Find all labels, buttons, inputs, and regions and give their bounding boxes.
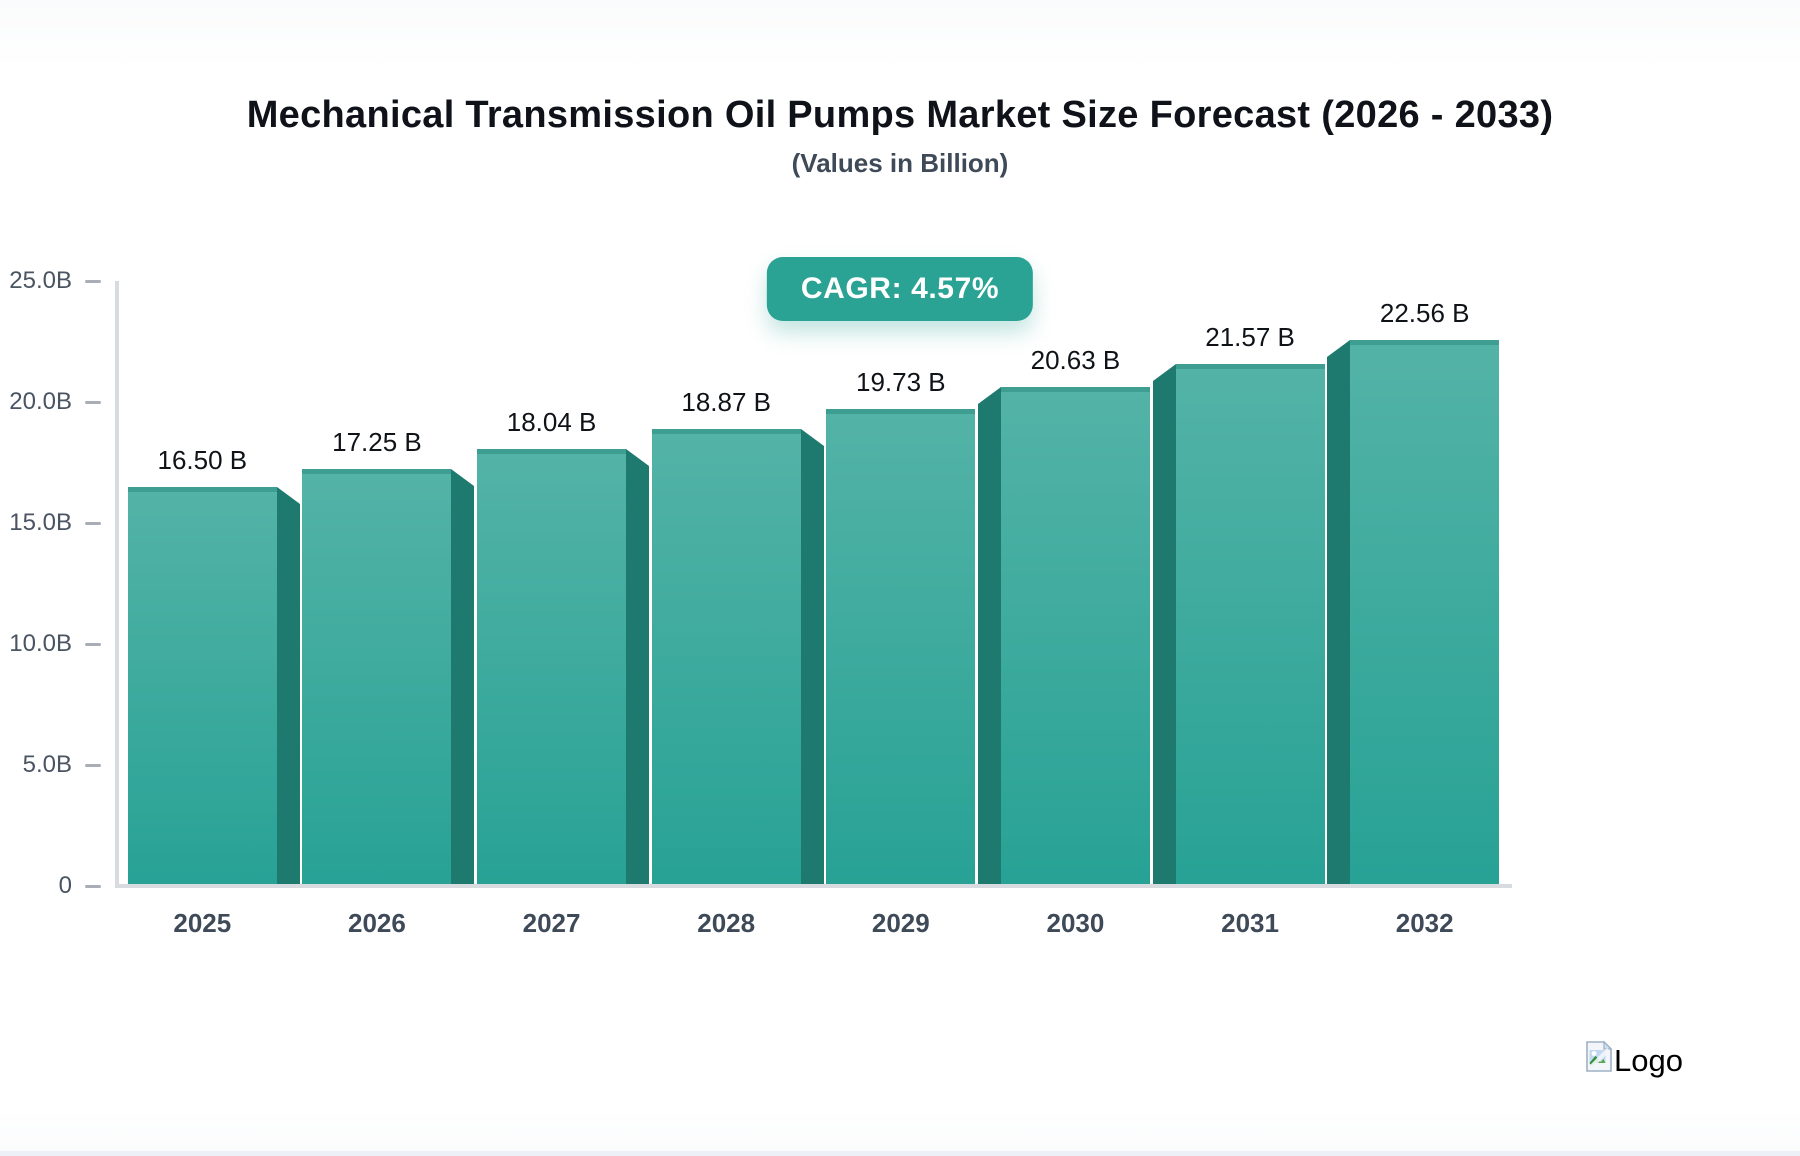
- y-axis-tick-mark: [85, 279, 101, 283]
- bar-2030: [977, 387, 1150, 886]
- bar-2027: [477, 449, 650, 886]
- y-axis-tick-label: 10.0B: [9, 630, 72, 657]
- logo: Logo: [1585, 1040, 1683, 1078]
- bar-value-label-2028: 18.87 B: [681, 387, 772, 417]
- y-axis-tick-label: 20.0B: [9, 388, 72, 415]
- cagr-badge: CAGR: 4.57%: [766, 257, 1034, 321]
- y-axis-tick: 10.0B: [3, 630, 101, 658]
- y-axis-tick-label: 0: [58, 872, 72, 899]
- bar-value-label-2026: 17.25 B: [332, 427, 422, 457]
- bottom-strip: [0, 1151, 1800, 1156]
- chart-title: Mechanical Transmission Oil Pumps Market…: [246, 94, 1554, 136]
- x-axis-label-2028: 2028: [697, 908, 756, 938]
- y-axis-tick-mark: [85, 400, 101, 404]
- y-axis-tick-mark: [85, 763, 101, 767]
- x-axis-label-2027: 2027: [522, 908, 581, 938]
- y-axis-tick-label: 25.0B: [9, 267, 72, 294]
- x-axis-label-2032: 2032: [1395, 908, 1454, 938]
- y-axis-tick-mark: [85, 642, 101, 646]
- bar-2026: [302, 469, 475, 886]
- y-axis-tick: 20.0B: [3, 388, 101, 416]
- y-axis-tick-mark: [85, 884, 101, 888]
- chart-subtitle: (Values in Billion): [791, 148, 1009, 178]
- y-axis-tick-label: 5.0B: [22, 751, 72, 778]
- plot-area: 25.0B 20.0B 15.0B 10.0B 5.0B 0 16.50 B 2025 17.2…: [9, 267, 1512, 938]
- bar-2031: [1152, 364, 1325, 886]
- y-axis-tick: 25.0B: [3, 267, 101, 295]
- x-axis-label-2029: 2029: [871, 908, 930, 938]
- logo-alt-text: Logo: [1614, 1042, 1683, 1078]
- x-axis-baseline: [115, 884, 1512, 888]
- bar-2032: [1327, 340, 1500, 886]
- bar-value-label-2025: 16.50 B: [157, 445, 248, 475]
- bar-value-label-2029: 19.73 B: [855, 367, 946, 397]
- y-axis-tick-label: 15.0B: [9, 509, 72, 536]
- bar-value-label-2031: 21.57 B: [1205, 322, 1295, 352]
- y-axis-tick: 5.0B: [3, 751, 101, 779]
- broken-image-icon: [1585, 1040, 1613, 1078]
- x-axis-label-2031: 2031: [1221, 908, 1279, 938]
- bar-value-label-2030: 20.63 B: [1030, 345, 1121, 375]
- bar-2028: [651, 429, 824, 886]
- y-axis-tick: 15.0B: [3, 509, 101, 537]
- bar-2029: [826, 409, 976, 886]
- x-axis-label-2030: 2030: [1046, 908, 1105, 938]
- x-axis-label-2026: 2026: [348, 908, 406, 938]
- x-axis-label-2025: 2025: [173, 908, 232, 938]
- y-axis-tick-mark: [85, 521, 101, 525]
- bar-2025: [127, 487, 300, 886]
- y-axis-line: [115, 281, 119, 886]
- bar-value-label-2027: 18.04 B: [506, 407, 597, 437]
- bar-value-label-2032: 22.56 B: [1379, 298, 1470, 328]
- y-axis-tick: 0: [3, 872, 101, 900]
